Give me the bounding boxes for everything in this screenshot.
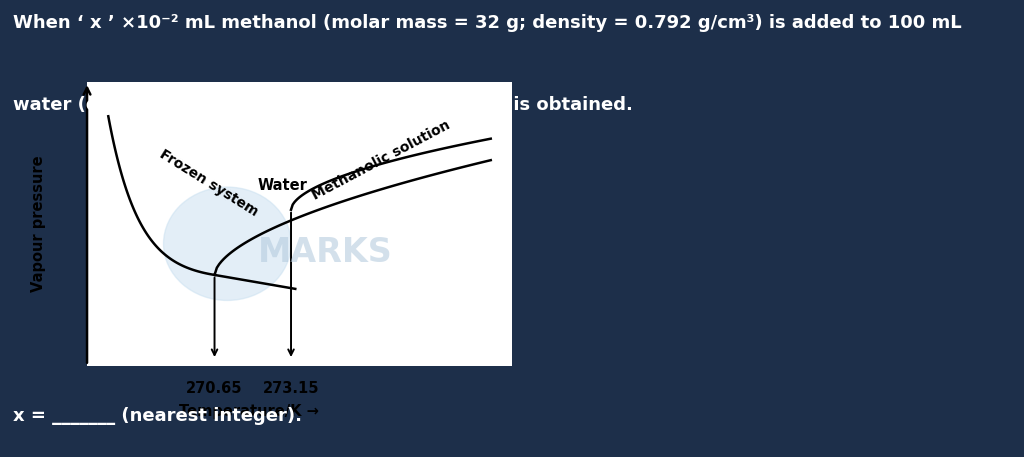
Text: Methanolic solution: Methanolic solution bbox=[310, 118, 453, 203]
Text: x = _______ (nearest integer).: x = _______ (nearest integer). bbox=[13, 407, 302, 425]
Text: Frozen system: Frozen system bbox=[157, 147, 261, 219]
Text: Water: Water bbox=[258, 178, 307, 193]
Text: Vapour pressure: Vapour pressure bbox=[31, 156, 46, 292]
Text: water (density = 1 g/cm³), the following diagram is obtained.: water (density = 1 g/cm³), the following… bbox=[13, 96, 633, 114]
Text: Temperature/K →: Temperature/K → bbox=[178, 404, 318, 419]
Text: 273.15: 273.15 bbox=[263, 381, 319, 396]
Ellipse shape bbox=[164, 187, 291, 300]
Text: When ‘ x ’ ×10⁻² mL methanol (molar mass = 32 g; density = 0.792 g/cm³) is added: When ‘ x ’ ×10⁻² mL methanol (molar mass… bbox=[13, 14, 962, 32]
Text: 270.65: 270.65 bbox=[186, 381, 243, 396]
Text: MARKS: MARKS bbox=[258, 236, 392, 269]
